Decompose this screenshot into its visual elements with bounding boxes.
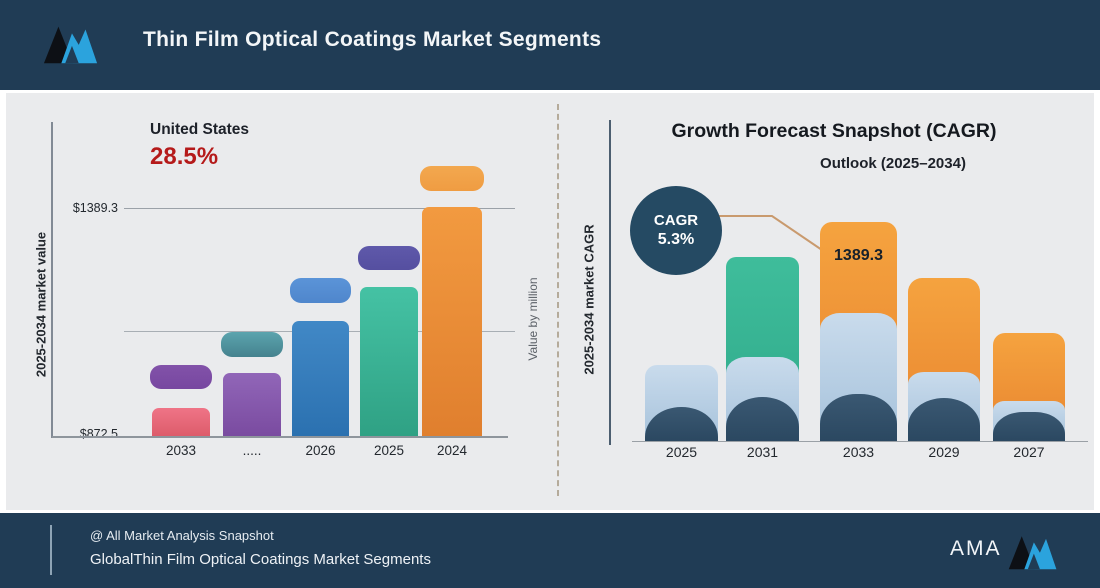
bar-2026 (292, 321, 349, 436)
bar-value-annotation: 1389.3 (834, 247, 883, 264)
x-label-.....: ..... (242, 443, 262, 458)
footer-brand-text: AMA (950, 537, 1002, 560)
right-chart-subtitle: Outlook (2025–2034) (820, 155, 966, 172)
footer-caption: GlobalThin Film Optical Coatings Market … (90, 551, 431, 568)
left-chart-highlight-value: 28.5% (150, 143, 219, 170)
y-tick-872: $872.5 (79, 427, 118, 441)
ama-logo-icon (1008, 536, 1057, 570)
bar-cap-2024 (420, 166, 484, 191)
chart-divider (557, 104, 559, 496)
x-label-2033: 2033 (165, 443, 197, 458)
footer: @ All Market Analysis Snapshot GlobalThi… (0, 513, 1100, 588)
bar-cap-2025 (358, 246, 420, 270)
right-y-axis-label: 2025-2034 market CAGR (581, 224, 597, 375)
bar-cap-2033 (150, 365, 212, 389)
x-label-2027: 2027 (1013, 444, 1045, 460)
ama-logo-icon (43, 26, 98, 64)
x-label-2025: 2025 (373, 443, 405, 458)
footer-credit: @ All Market Analysis Snapshot (90, 528, 274, 543)
bar-2025 (360, 287, 418, 436)
bar-cap-2026 (290, 278, 351, 303)
bar-2027-segment-navy (993, 412, 1065, 441)
left-y-axis-line (51, 122, 53, 438)
right-chart-title: Growth Forecast Snapshot (CAGR) (671, 120, 997, 142)
x-label-2025: 2025 (665, 444, 698, 460)
footer-divider (50, 525, 52, 575)
cagr-badge: CAGR 5.3% (630, 186, 722, 275)
value-by-million-label: Value by million (526, 277, 540, 361)
bar-2033 (152, 408, 210, 436)
x-label-2024: 2024 (436, 443, 468, 458)
bar-..... (223, 373, 281, 436)
left-x-axis-line (52, 436, 508, 438)
bar-2024 (422, 207, 482, 436)
page-title: Thin Film Optical Coatings Market Segmen… (143, 28, 602, 51)
x-label-2033: 2033 (842, 444, 875, 460)
left-chart-title: United States (150, 121, 250, 138)
x-label-2029: 2029 (928, 444, 960, 460)
cagr-badge-label: CAGR (653, 212, 699, 229)
bar-2029-segment-navy (908, 398, 980, 441)
bar-cap-..... (221, 332, 283, 357)
right-x-axis-line (632, 441, 1088, 442)
gridline-upper (124, 208, 515, 209)
header: Thin Film Optical Coatings Market Segmen… (0, 0, 1100, 90)
cagr-badge-value: 5.3% (657, 231, 695, 248)
x-label-2031: 2031 (746, 444, 779, 460)
x-label-2026: 2026 (305, 443, 336, 458)
y-tick-1389: $1389.3 (72, 201, 118, 215)
right-y-axis-line (609, 120, 611, 445)
left-y-axis-label: 2025-2034 market value (33, 231, 49, 378)
bar-2031-segment-navy (726, 397, 799, 441)
bar-2033-segment-navy (820, 394, 897, 441)
